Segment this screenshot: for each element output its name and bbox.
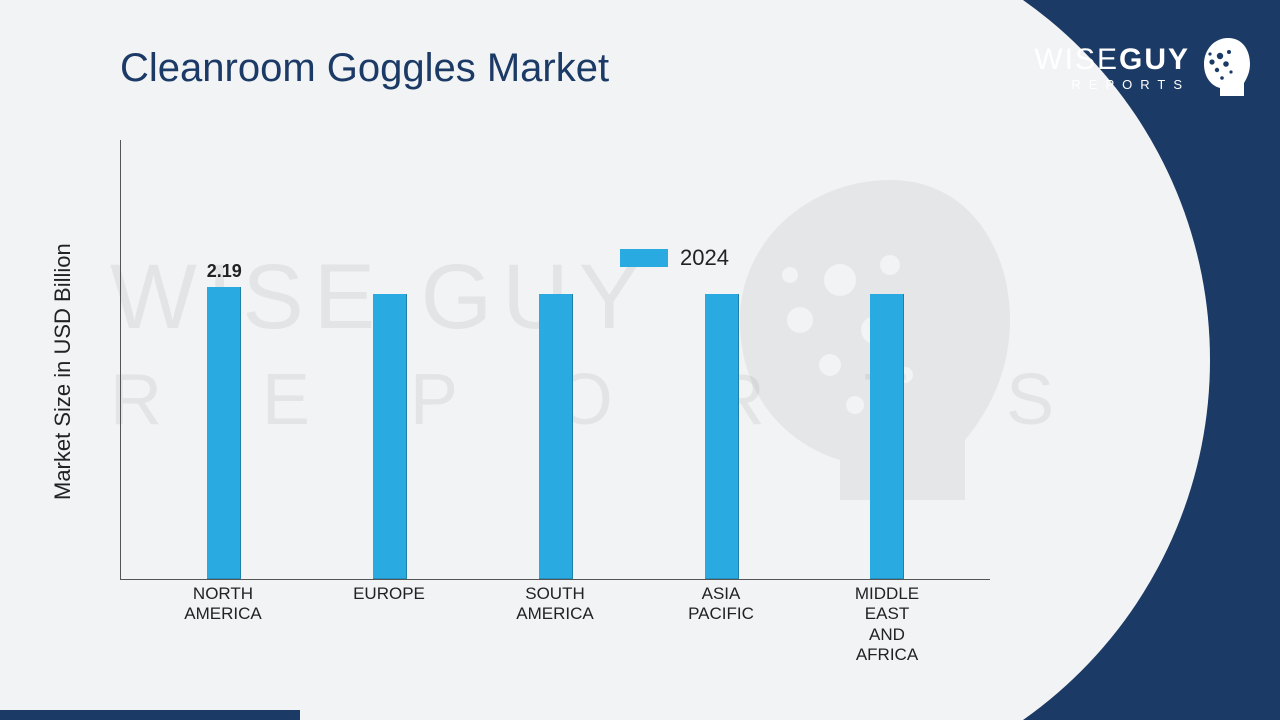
chart-container: Market Size in USD Billion 2024 2.19 NOR… — [60, 130, 1000, 690]
brand-logo-text: WISEGUY REPORTS — [1034, 45, 1190, 92]
brand-logo-sub: REPORTS — [1071, 77, 1190, 92]
x-axis-label: ASIAPACIFIC — [656, 584, 786, 666]
brand-logo-main: WISEGUY — [1034, 45, 1190, 75]
bar-value-label: 2.19 — [207, 261, 242, 283]
brand-word-1: WISE — [1034, 43, 1119, 76]
bottom-accent-bar — [0, 710, 300, 720]
x-axis-label: MIDDLEEASTANDAFRICA — [822, 584, 952, 666]
bar-group: 2.19 — [207, 261, 242, 579]
head-icon — [1198, 36, 1252, 100]
bar — [207, 287, 241, 579]
chart-plot-area: 2.19 — [120, 140, 990, 580]
x-axis-label: NORTHAMERICA — [158, 584, 288, 666]
y-axis-label: Market Size in USD Billion — [50, 243, 76, 500]
brand-word-2: GUY — [1119, 43, 1190, 76]
bar — [870, 294, 904, 579]
bar — [373, 294, 407, 579]
x-axis-label: EUROPE — [324, 584, 454, 666]
bar-group — [539, 268, 573, 579]
bar-group — [705, 268, 739, 579]
bars-row: 2.19 — [121, 140, 990, 579]
bar-group — [870, 268, 904, 579]
bar-group — [373, 268, 407, 579]
page-root: Cleanroom Goggles Market WISEGUY REPORTS — [0, 0, 1280, 720]
bar — [705, 294, 739, 579]
brand-logo: WISEGUY REPORTS — [1034, 36, 1252, 100]
chart-title: Cleanroom Goggles Market — [120, 46, 609, 91]
x-axis-label: SOUTHAMERICA — [490, 584, 620, 666]
bar — [539, 294, 573, 579]
x-axis-labels: NORTHAMERICA EUROPE SOUTHAMERICA ASIAPACIFI… — [120, 584, 990, 666]
